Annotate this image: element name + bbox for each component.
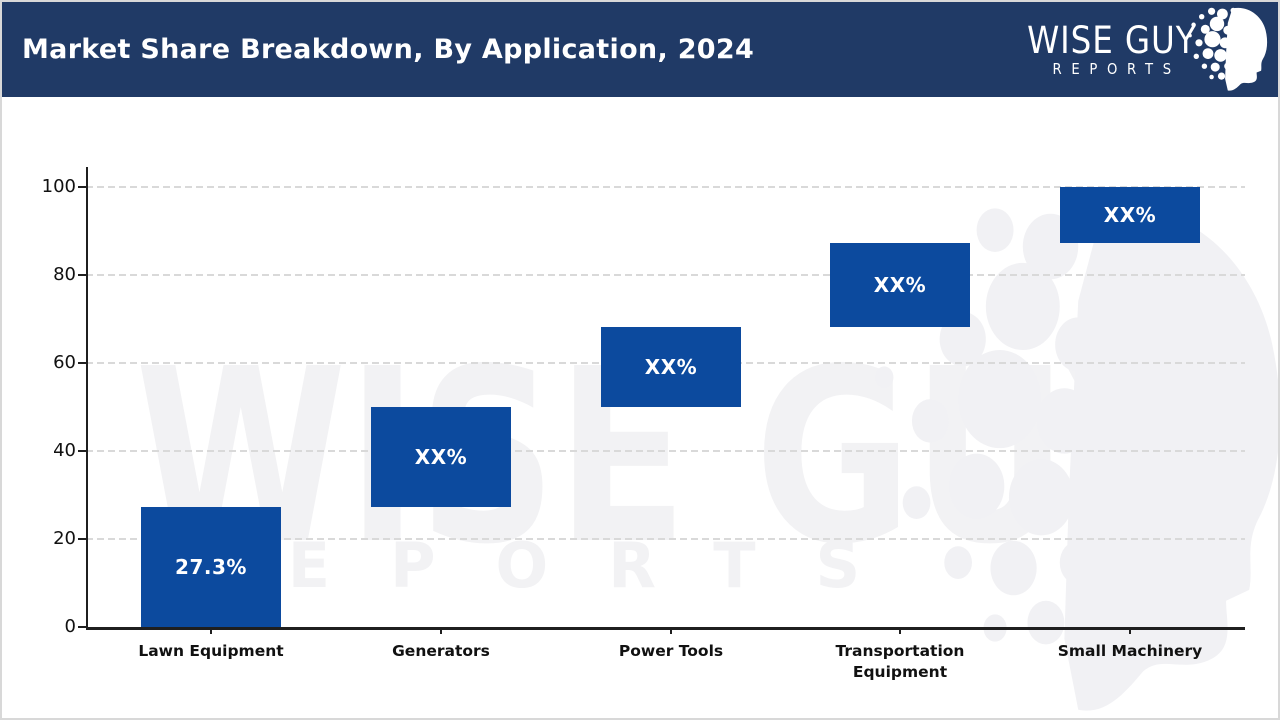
y-tick-mark — [78, 626, 86, 628]
y-tick-mark — [78, 538, 86, 540]
category-label-1: Lawn Equipment — [138, 642, 284, 660]
bar-value-label: 27.3% — [175, 554, 247, 579]
y-tick-mark — [78, 274, 86, 276]
category-label-3: Power Tools — [618, 642, 724, 660]
y-tick-label: 60 — [53, 352, 76, 373]
bar-value-label: XX% — [414, 444, 468, 469]
gridline-y-40 — [86, 450, 1245, 452]
y-tick-mark — [78, 362, 86, 364]
wiseguy-logo: WISE GUY REPORTS — [1004, 2, 1278, 97]
category-label-5: Small Machinery — [1057, 642, 1203, 660]
category-label-2: Generators — [392, 642, 490, 660]
bar-segment-lawn-equipment: 27.3% — [141, 506, 281, 627]
y-tick-label: 0 — [64, 616, 76, 637]
gridline-y-100 — [86, 186, 1245, 188]
wiseguy-head-logo-icon — [1188, 7, 1268, 91]
y-tick-label: 100 — [41, 176, 76, 197]
gridline-y-80 — [86, 274, 1245, 276]
y-tick-label: 20 — [53, 528, 76, 549]
y-tick-mark — [78, 450, 86, 452]
bar-value-label: XX% — [1103, 203, 1157, 228]
y-tick-label: 40 — [53, 440, 76, 461]
bar-segment-generators: XX% — [371, 407, 511, 507]
x-tick-mark — [899, 627, 901, 634]
wiseguy-head-watermark-icon — [874, 208, 1280, 711]
wiseguy-logo-subname: REPORTS — [1051, 60, 1181, 78]
bar-value-label: XX% — [873, 273, 927, 298]
bar-segment-power-tools: XX% — [601, 326, 741, 407]
watermark-text-line2: REPORTS — [180, 529, 921, 602]
y-tick-mark — [78, 186, 86, 188]
bar-value-label: XX% — [644, 354, 698, 379]
y-tick-label: 80 — [53, 264, 76, 285]
wiseguy-logo-text: WISE GUY REPORTS — [1027, 22, 1196, 77]
x-axis-line — [86, 627, 1245, 630]
bar-segment-transportation-equipment: XX% — [830, 243, 970, 327]
wiseguy-logo-name: WISE GUY — [1026, 19, 1196, 62]
x-tick-mark — [210, 627, 212, 634]
x-tick-mark — [670, 627, 672, 634]
y-axis-line — [86, 167, 88, 629]
plot-area: WISE GUY REPORTS 0 20 40 60 80 100 27.3% Lawn E… — [0, 97, 1280, 718]
category-label-4: Transportation Equipment — [835, 642, 965, 681]
x-tick-mark — [1129, 627, 1131, 634]
x-tick-mark — [440, 627, 442, 634]
gridline-y-20 — [86, 538, 1245, 540]
header-bar: Market Share Breakdown, By Application, … — [2, 2, 1278, 97]
bar-segment-small-machinery: XX% — [1060, 187, 1200, 244]
page-title: Market Share Breakdown, By Application, … — [22, 34, 755, 65]
